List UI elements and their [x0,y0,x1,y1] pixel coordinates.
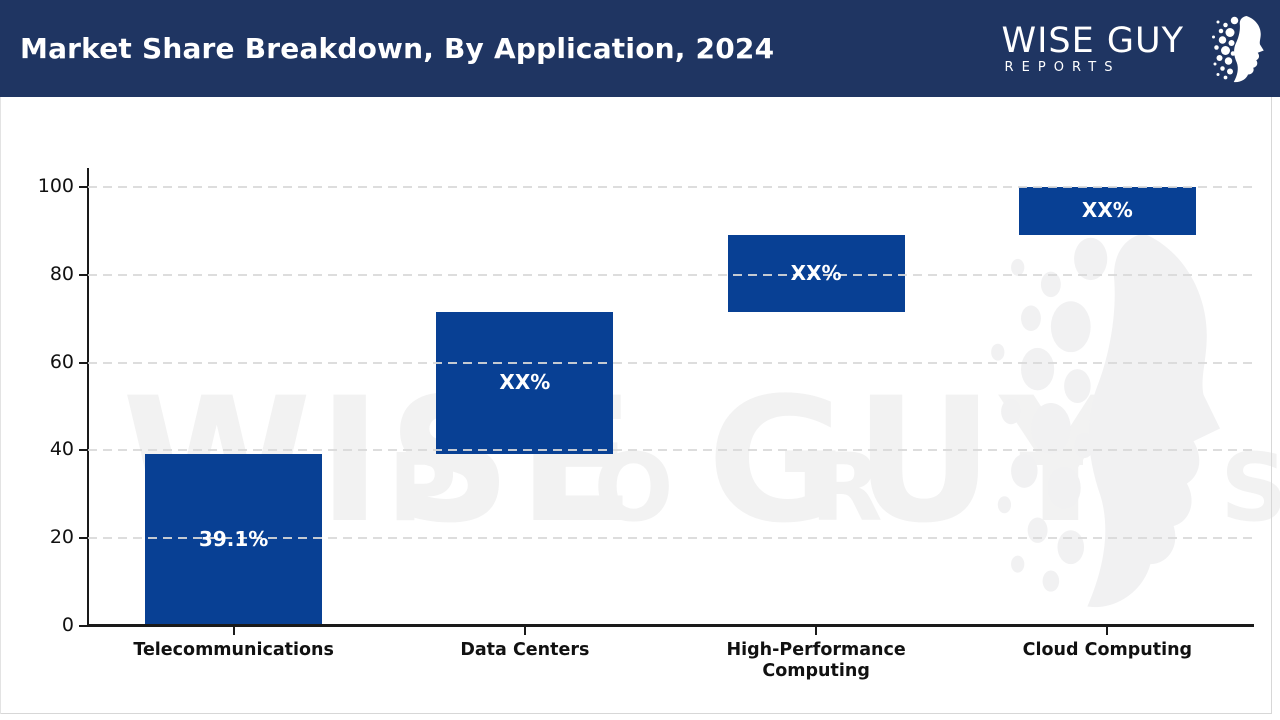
gridline [88,186,1253,188]
y-tick-label: 0 [61,614,74,636]
y-tick-mark [79,449,87,452]
bar-segment [1018,187,1196,236]
y-tick-label: 40 [49,438,74,461]
x-tick-mark [232,627,235,635]
left-edge-divider [0,97,1,714]
gridline [88,449,1253,452]
y-tick-label: 60 [49,350,74,373]
y-tick-label: 20 [49,526,74,549]
gridline [88,273,1253,276]
chart-area: WISE GUY. P O R T S 0 20 40 60 80 100 39.1% Tel… [0,97,1280,720]
y-tick-mark [79,625,87,627]
logo-text: WISE GUY REPORTS [1001,20,1184,75]
y-tick-mark [79,537,87,540]
header-bar: Market Share Breakdown, By Application, … [0,0,1280,97]
bar-segment [727,235,905,313]
x-axis-label: Telecommunications [133,640,334,660]
y-tick-mark [79,273,87,276]
x-axis-label: High-Performance Computing [726,640,906,681]
page-title: Market Share Breakdown, By Application, … [20,32,775,65]
y-tick-mark [79,361,87,364]
bar-segment [145,454,323,626]
x-tick-mark [1106,627,1109,635]
x-tick-mark [523,627,526,635]
x-axis-label: Cloud Computing [1022,640,1193,660]
y-axis-line [87,168,89,625]
bar-value-label: 39.1% [198,527,269,552]
x-axis-line [87,624,1254,627]
x-axis-label: Data Centers [460,640,590,660]
bottom-edge-divider [0,713,1272,714]
y-tick-label: 100 [37,175,74,197]
logo-subtext: REPORTS [1004,59,1121,75]
y-tick-label: 80 [49,262,74,285]
y-tick-mark [79,186,87,188]
x-tick-mark [815,627,818,635]
bar-value-label: XX% [499,370,551,395]
bar-segment [436,312,614,455]
watermark-face-icon [991,233,1221,608]
dotted-face-icon [1212,15,1264,82]
right-edge-divider [1271,97,1272,714]
gridline [88,361,1253,364]
gridline [88,537,1253,540]
bar-value-label: XX% [1081,198,1133,223]
plot-elements: 0 20 40 60 80 100 39.1% Telecommunications XX% Da… [0,97,1280,720]
logo-wordmark: WISE GUY [1001,20,1184,61]
wise-guy-logo: WISE GUY REPORTS [1001,6,1266,92]
bar-value-label: XX% [790,260,842,285]
